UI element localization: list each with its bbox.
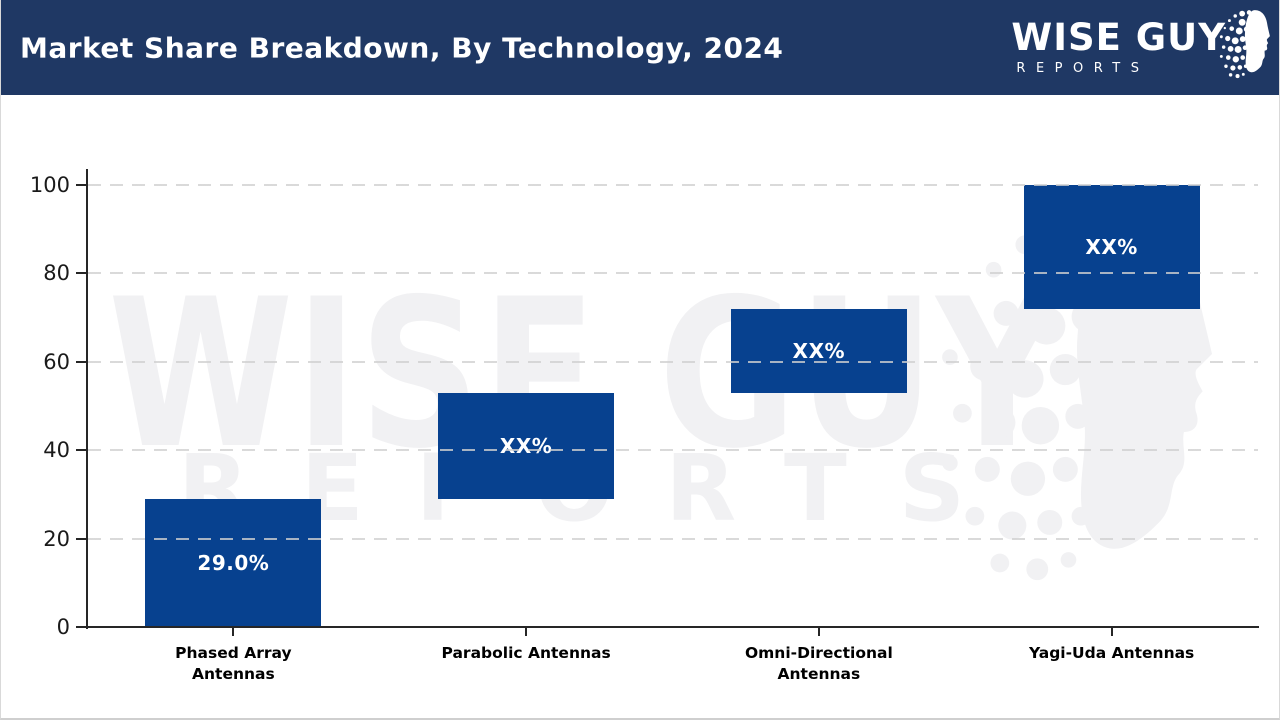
x-label-line: Antennas (192, 665, 275, 683)
x-label-omni-directional-antennas: Omni-Directional Antennas (669, 643, 969, 685)
x-tick-parabolic-antennas (525, 628, 528, 636)
bar-value-label-parabolic-antennas: XX% (499, 433, 553, 458)
gridline-60 (88, 360, 1258, 363)
bar-omni-directional-antennas: XX% (730, 308, 907, 393)
y-tick-label-0: 0 (56, 615, 70, 639)
header-bar: Market Share Breakdown, By Technology, 2… (0, 0, 1280, 95)
x-label-phased-array-antennas: Phased Array Antennas (83, 643, 383, 685)
y-axis-line (86, 169, 88, 629)
bar-value-label-phased-array-antennas: 29.0% (197, 550, 270, 575)
y-tick-label-100: 100 (29, 173, 70, 197)
logo-wordmark: WISE GUY (1011, 16, 1226, 59)
y-tick-20 (76, 537, 87, 540)
bar-phased-array-antennas: 29.0% (145, 498, 322, 627)
y-tick-80 (76, 272, 87, 275)
x-label-line: Antennas (777, 665, 861, 683)
x-axis-line (86, 626, 1259, 628)
gridline-40 (88, 449, 1258, 452)
y-tick-label-60: 60 (43, 349, 70, 374)
bar-value-label-omni-directional-antennas: XX% (792, 338, 846, 363)
x-label-line: Yagi-Uda Antennas (1028, 644, 1195, 662)
gridline-80 (88, 272, 1258, 275)
y-tick-60 (76, 360, 87, 363)
bar-value-label-yagi-uda-antennas: XX% (1085, 234, 1138, 259)
bar-parabolic-antennas: XX% (438, 392, 615, 499)
logo-face-icon (1219, 10, 1270, 79)
x-tick-omni-directional-antennas (817, 628, 820, 636)
plot-region: 0 20 40 60 80 100 29.0% Phased Array Antennas XX%… (0, 95, 1280, 720)
x-label-line: Parabolic Antennas (441, 644, 611, 662)
y-tick-40 (76, 449, 87, 452)
logo-subtext: REPORTS (1016, 60, 1150, 76)
x-tick-yagi-uda-antennas (1110, 628, 1113, 636)
chart-canvas: WISE GUY REPORTS 02040608010029.0%Phased… (0, 95, 1280, 720)
y-tick-label-40: 40 (43, 438, 70, 463)
x-label-line: Phased Array (175, 644, 292, 662)
chart-title: Market Share Breakdown, By Technology, 2… (20, 31, 784, 64)
y-tick-label-20: 20 (43, 526, 70, 551)
bar-yagi-uda-antennas: XX% (1023, 185, 1200, 309)
x-label-line: Omni-Directional (744, 644, 893, 662)
wiseguy-logo: WISE GUY REPORTS (1011, 9, 1270, 83)
gridline-20 (88, 537, 1258, 540)
logo-text-block: WISE GUY REPORTS (1011, 16, 1226, 76)
x-tick-phased-array-antennas (232, 628, 235, 636)
x-label-parabolic-antennas: Parabolic Antennas (376, 643, 676, 664)
y-tick-100 (76, 184, 87, 186)
x-label-yagi-uda-antennas: Yagi-Uda Antennas (962, 643, 1262, 664)
y-tick-0 (76, 626, 87, 628)
y-tick-label-80: 80 (43, 261, 70, 286)
gridline-100 (88, 184, 1258, 186)
